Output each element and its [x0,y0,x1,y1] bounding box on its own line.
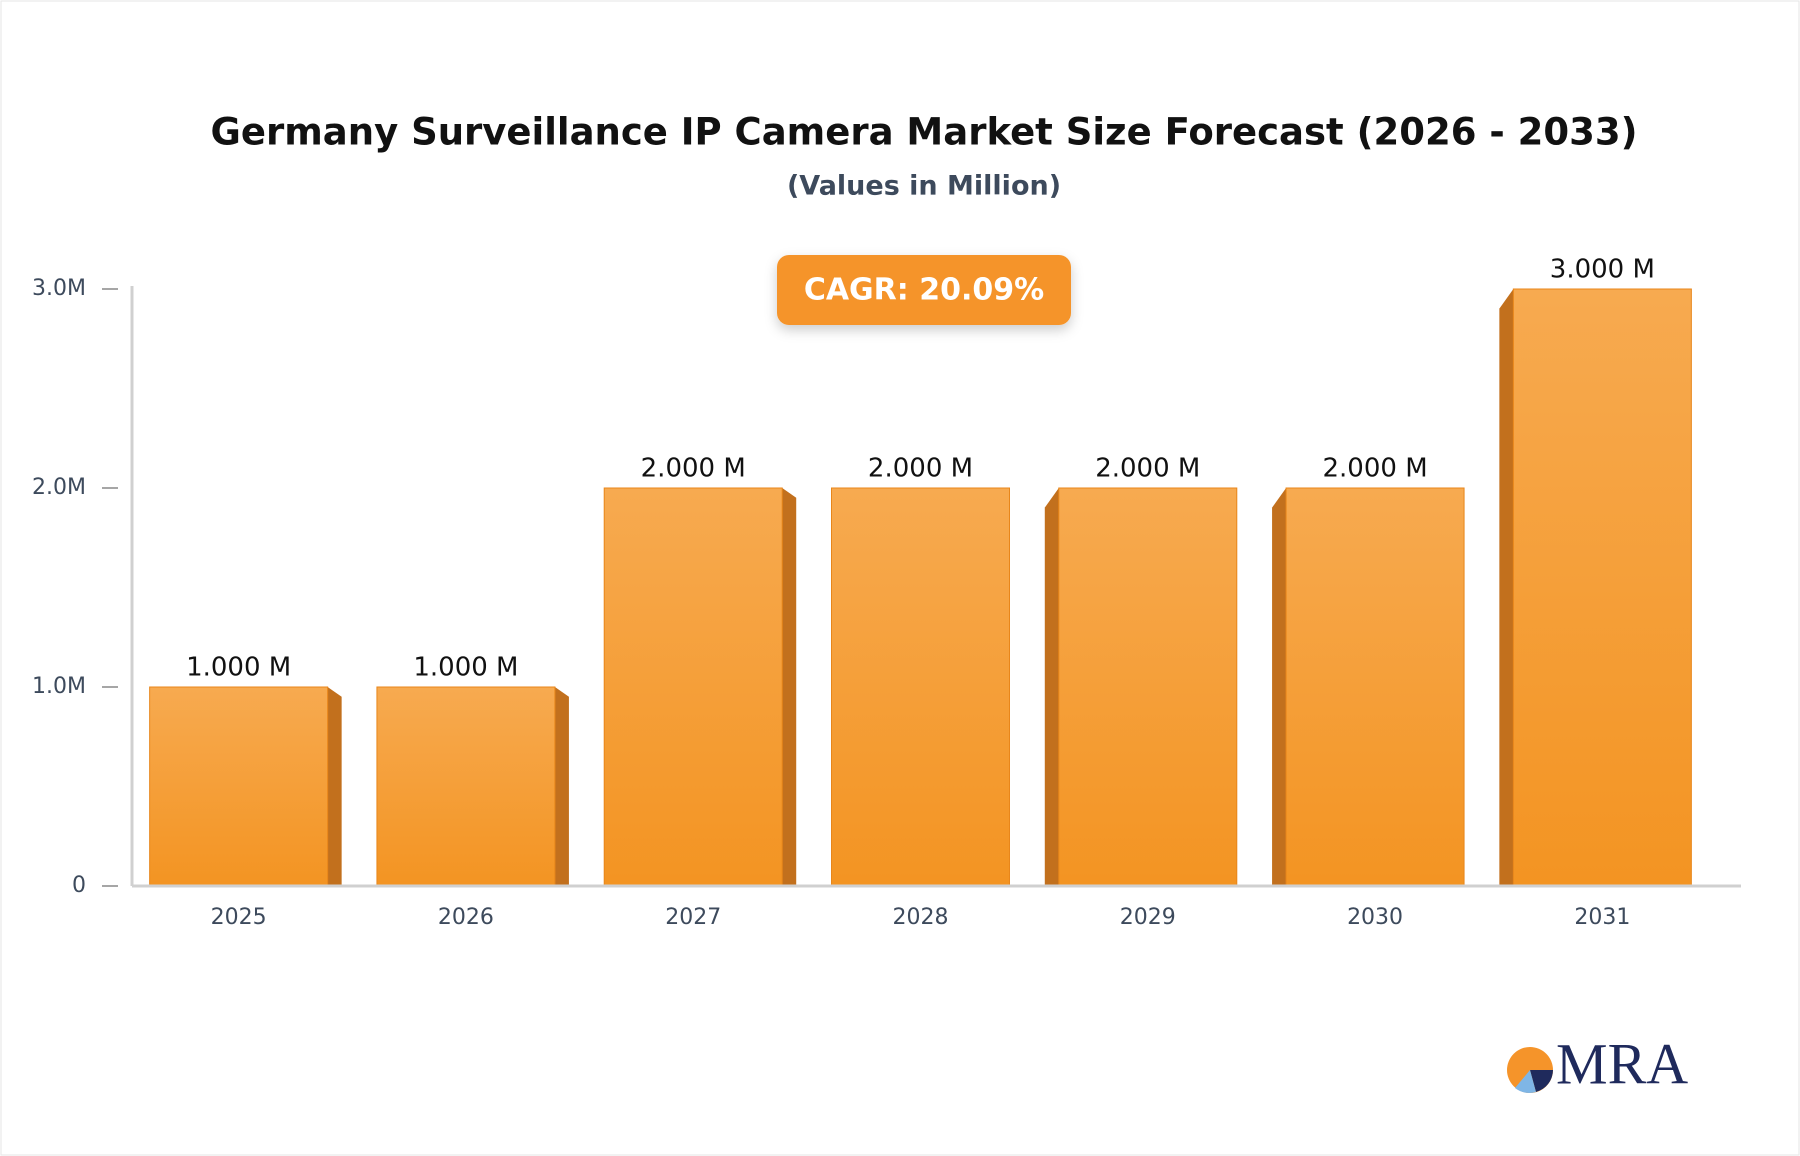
bar [1512,288,1692,887]
value-label: 2.000 M [1323,454,1428,484]
bar [831,487,1010,887]
y-tick-label: 2.0M [32,475,86,500]
value-label: 2.000 M [641,454,746,484]
value-label: 2.000 M [1095,454,1200,484]
x-tick-label: 2029 [1120,905,1176,930]
y-tick-label: 1.0M [32,674,86,699]
bar-side [327,687,342,886]
x-tick-label: 2031 [1574,905,1630,930]
y-tick-label: 3.0M [32,276,86,301]
x-tick-label: 2030 [1347,905,1403,930]
value-label: 1.000 M [413,653,518,683]
value-label: 3.000 M [1550,255,1655,285]
y-tick-label: 0 [72,873,86,898]
logo-text: MRA [1556,1031,1688,1096]
bar-side [782,488,797,886]
value-label: 2.000 M [868,454,973,484]
bar [1285,487,1465,887]
bar [603,487,783,887]
value-label: 1.000 M [186,653,291,683]
logo-icon-slice [1530,1070,1553,1092]
bar-side [554,687,569,886]
x-tick-label: 2028 [893,905,949,930]
bar [376,686,556,887]
cagr-label: CAGR: 20.09% [804,273,1044,308]
bar [1058,487,1238,887]
logo-icon-slice [1515,1070,1536,1093]
bar-side [1272,488,1287,886]
x-tick-label: 2027 [665,905,721,930]
x-tick-label: 2026 [438,905,494,930]
x-tick-label: 2025 [211,905,267,930]
chart-subtitle: (Values in Million) [787,171,1061,202]
bar [149,686,329,887]
logo: MRA [1507,1031,1688,1096]
cagr-badge [777,255,1071,325]
bar-side [1044,488,1059,886]
chart-title: Germany Surveillance IP Camera Market Si… [211,111,1638,154]
bar-side [1499,289,1514,886]
